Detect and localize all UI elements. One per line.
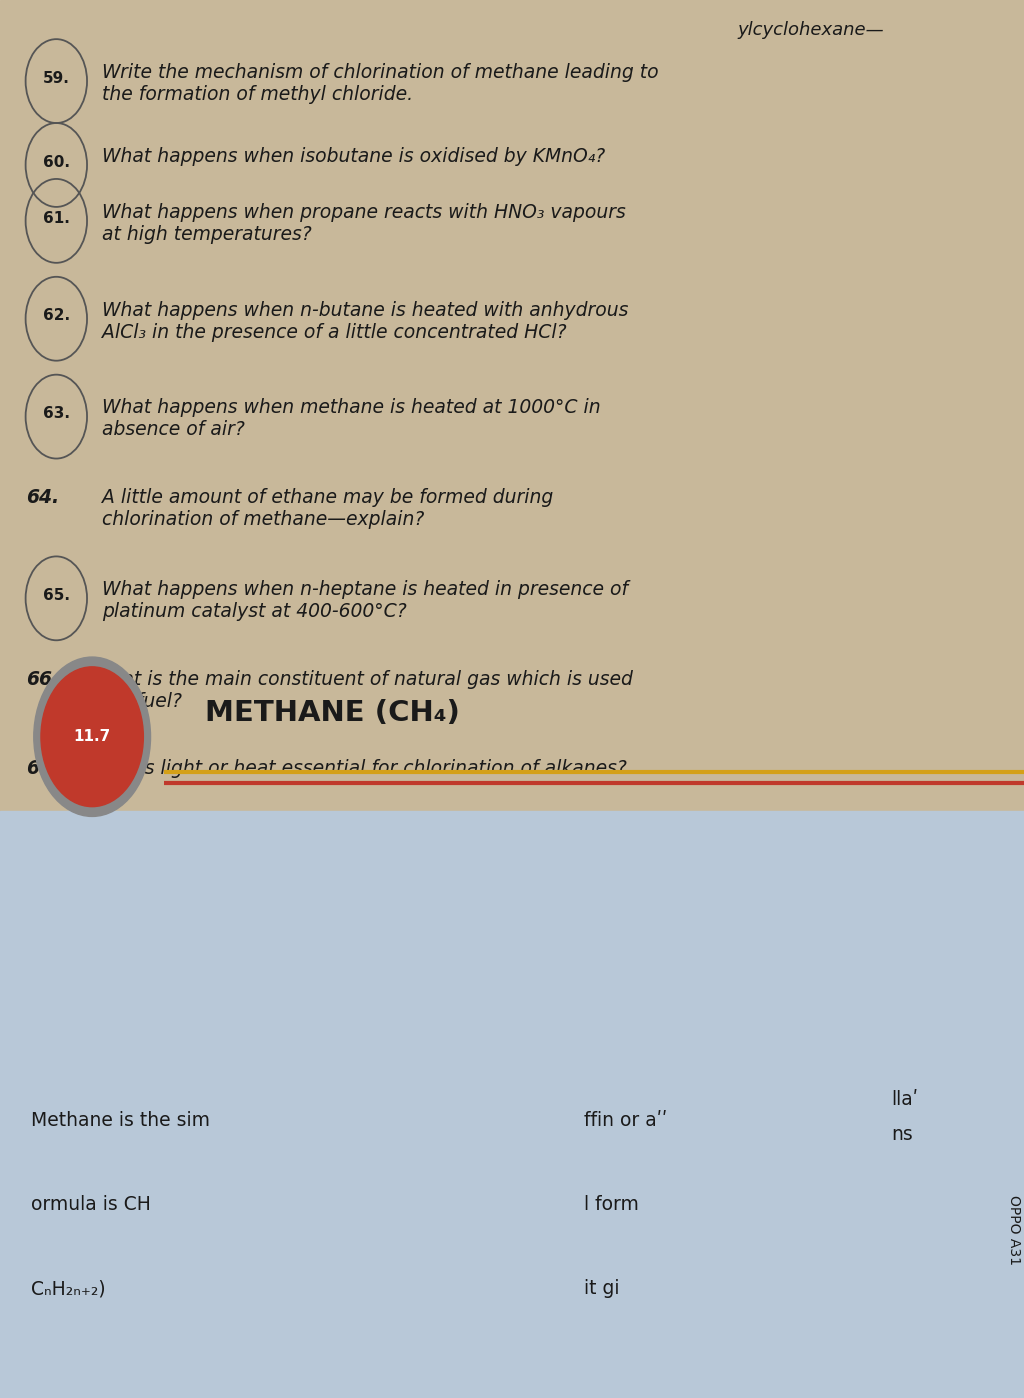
Text: What happens when methane is heated at 1000°C in
absence of air?: What happens when methane is heated at 1… xyxy=(102,398,601,439)
Text: What happens when isobutane is oxidised by KMnO₄?: What happens when isobutane is oxidised … xyxy=(102,147,605,166)
Text: What happens when n‑heptane is heated in presence of
platinum catalyst at 400-60: What happens when n‑heptane is heated in… xyxy=(102,580,629,621)
Text: ns: ns xyxy=(891,1125,912,1145)
Text: 67.: 67. xyxy=(26,759,58,779)
Text: Methane is the sim: Methane is the sim xyxy=(31,1111,210,1131)
Text: 11.7: 11.7 xyxy=(74,730,111,744)
Text: 60.: 60. xyxy=(43,155,70,169)
Text: 59.: 59. xyxy=(43,71,70,85)
Bar xyxy=(0,0,1024,811)
Text: What happens when propane reacts with HNO₃ vapours
at high temperatures?: What happens when propane reacts with HN… xyxy=(102,203,626,243)
Text: 66.: 66. xyxy=(26,670,58,689)
Text: 65.: 65. xyxy=(43,589,70,603)
Circle shape xyxy=(34,657,151,816)
Text: 64.: 64. xyxy=(26,488,58,507)
Text: ffin or aʹʹ: ffin or aʹʹ xyxy=(584,1111,667,1131)
Text: 63.: 63. xyxy=(43,407,70,421)
Text: it gi: it gi xyxy=(584,1279,620,1299)
Bar xyxy=(0,811,1024,1398)
Circle shape xyxy=(41,667,143,807)
Text: ylcyclohexane—: ylcyclohexane— xyxy=(737,21,884,39)
Text: llaʹ: llaʹ xyxy=(891,1090,918,1110)
Text: METHANE (CH₄): METHANE (CH₄) xyxy=(205,699,460,727)
Text: Why is light or heat essential for chlorination of alkanes?: Why is light or heat essential for chlor… xyxy=(92,759,627,779)
Text: What happens when n-butane is heated with anhydrous
AlCl₃ in the presence of a l: What happens when n-butane is heated wit… xyxy=(102,301,629,341)
Text: CₙH₂ₙ₊₂): CₙH₂ₙ₊₂) xyxy=(31,1279,105,1299)
Text: A little amount of ethane may be formed during
chlorination of methane—explain?: A little amount of ethane may be formed … xyxy=(102,488,554,528)
Text: OPPO A31: OPPO A31 xyxy=(1007,1195,1021,1265)
Text: ormula is CH: ormula is CH xyxy=(31,1195,151,1215)
Text: l form: l form xyxy=(584,1195,639,1215)
Text: 62.: 62. xyxy=(43,309,70,323)
Text: What is the main constituent of natural gas which is used
as a fuel?: What is the main constituent of natural … xyxy=(92,670,633,710)
Text: Write the mechanism of chlorination of methane leading to
the formation of methy: Write the mechanism of chlorination of m… xyxy=(102,63,659,103)
Text: 61.: 61. xyxy=(43,211,70,225)
